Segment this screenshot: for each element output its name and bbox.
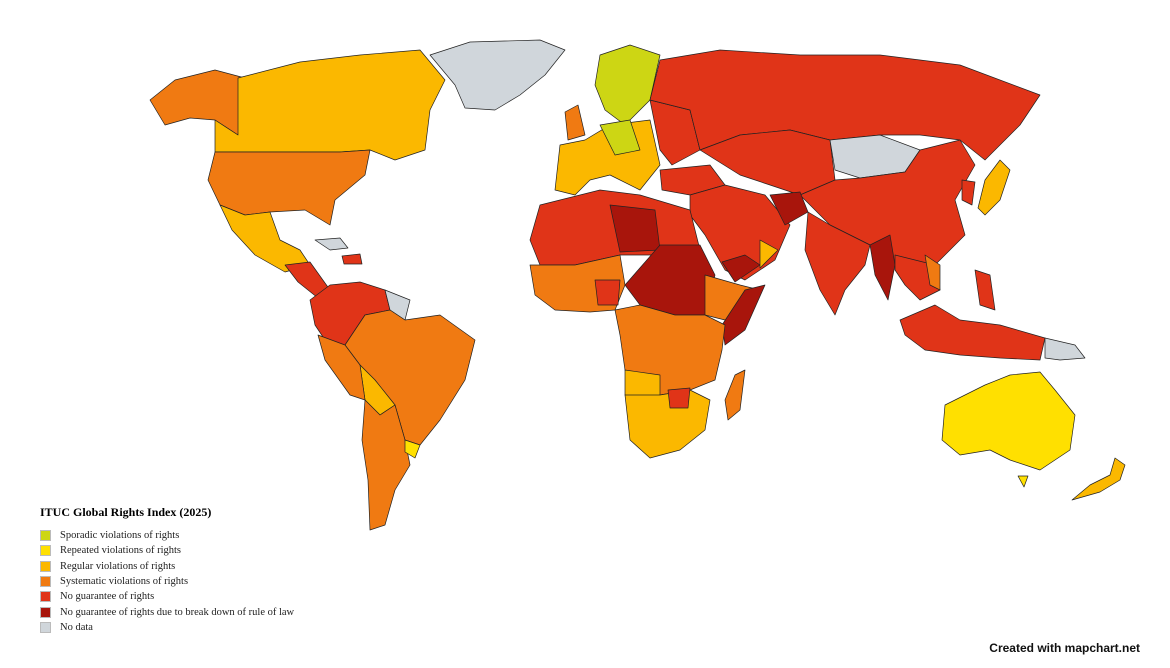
region-madagascar xyxy=(724,369,746,421)
legend-swatch xyxy=(40,530,51,542)
region-uk xyxy=(564,104,586,141)
region-nordics xyxy=(594,44,661,126)
legend-label: Sporadic violations of rights xyxy=(60,530,180,542)
region-korea xyxy=(961,179,976,206)
region-australia xyxy=(941,371,1076,471)
legend-item-no-data: No data xyxy=(40,620,294,635)
region-philippines xyxy=(974,269,996,311)
region-canada xyxy=(214,49,446,161)
region-central-europe xyxy=(599,119,641,156)
region-caribbean xyxy=(314,237,349,251)
region-papua xyxy=(1044,337,1086,361)
region-oman xyxy=(759,239,779,269)
region-myanmar xyxy=(869,234,896,301)
region-greenland xyxy=(429,39,566,111)
legend-item-systematic: Systematic violations of rights xyxy=(40,574,294,589)
legend-label: No guarantee of rights xyxy=(60,591,155,603)
legend-swatch xyxy=(40,606,51,618)
region-argentina-chile xyxy=(361,399,411,531)
legend-item-sporadic: Sporadic violations of rights xyxy=(40,528,294,543)
region-haiti-dr xyxy=(341,253,363,265)
map-legend: ITUC Global Rights Index (2025) Sporadic… xyxy=(40,505,294,635)
region-tasmania xyxy=(1017,475,1029,488)
region-japan xyxy=(977,159,1011,216)
region-indonesia xyxy=(899,304,1046,361)
legend-swatch xyxy=(40,621,51,633)
legend-swatch xyxy=(40,591,51,603)
legend-label: Repeated violations of rights xyxy=(60,545,182,557)
region-alaska xyxy=(149,69,246,136)
region-southern-africa xyxy=(624,389,711,459)
region-sudan xyxy=(624,244,716,316)
legend-swatch xyxy=(40,545,51,557)
legend-title: ITUC Global Rights Index (2025) xyxy=(40,505,212,519)
region-uruguay xyxy=(404,439,421,459)
legend-item-breakdown: No guarantee of rights due to break down… xyxy=(40,604,294,619)
legend-item-regular: Regular violations of rights xyxy=(40,559,294,574)
legend-item-repeated: Repeated violations of rights xyxy=(40,543,294,558)
legend-label: Systematic violations of rights xyxy=(60,576,189,588)
region-usa xyxy=(207,149,371,226)
region-india xyxy=(804,211,871,316)
region-zimbabwe xyxy=(667,387,691,409)
legend-label: No data xyxy=(60,621,93,633)
region-russia xyxy=(649,49,1041,161)
legend-item-no-guarantee: No guarantee of rights xyxy=(40,589,294,604)
region-new-zealand xyxy=(1071,457,1126,501)
legend-label: Regular violations of rights xyxy=(60,560,176,572)
credit-text: Created with mapchart.net xyxy=(989,641,1140,655)
legend-swatch xyxy=(40,560,51,572)
legend-swatch xyxy=(40,576,51,588)
region-nigeria xyxy=(594,279,621,306)
region-mexico xyxy=(219,204,311,273)
legend-label: No guarantee of rights due to break down… xyxy=(60,606,295,618)
region-vietnam xyxy=(924,254,941,291)
region-somalia xyxy=(721,284,766,346)
